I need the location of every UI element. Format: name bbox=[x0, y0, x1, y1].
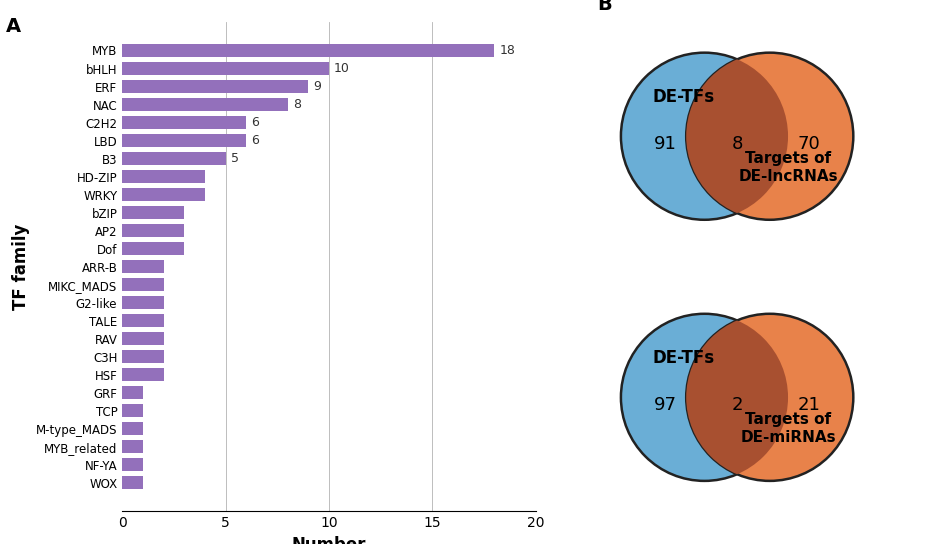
Bar bbox=[122, 296, 164, 309]
Bar bbox=[122, 242, 184, 255]
Circle shape bbox=[686, 314, 854, 481]
Bar bbox=[122, 332, 164, 345]
Bar bbox=[122, 314, 164, 327]
Bar bbox=[122, 260, 164, 273]
Bar bbox=[122, 476, 143, 489]
Text: DE-TFs: DE-TFs bbox=[652, 349, 714, 367]
X-axis label: Number: Number bbox=[291, 536, 367, 544]
Circle shape bbox=[686, 314, 854, 481]
Text: 6: 6 bbox=[252, 134, 259, 147]
Bar bbox=[122, 98, 288, 111]
Text: 21: 21 bbox=[797, 396, 821, 414]
Text: 8: 8 bbox=[731, 135, 743, 153]
Circle shape bbox=[621, 314, 788, 481]
Text: 9: 9 bbox=[314, 80, 321, 93]
Bar bbox=[122, 44, 494, 57]
Bar bbox=[122, 458, 143, 471]
Text: DE-TFs: DE-TFs bbox=[652, 88, 714, 106]
Text: 97: 97 bbox=[654, 396, 677, 414]
Bar bbox=[122, 440, 143, 453]
Bar bbox=[122, 224, 184, 237]
Bar bbox=[122, 422, 143, 435]
Bar bbox=[122, 278, 164, 291]
Text: Targets of
DE-miRNAs: Targets of DE-miRNAs bbox=[740, 412, 836, 445]
Circle shape bbox=[621, 53, 788, 220]
Circle shape bbox=[686, 53, 854, 220]
Text: 91: 91 bbox=[654, 135, 677, 153]
Bar bbox=[122, 404, 143, 417]
Bar bbox=[122, 170, 205, 183]
Bar bbox=[122, 386, 143, 399]
Bar bbox=[122, 368, 164, 381]
Text: Targets of
DE-lncRNAs: Targets of DE-lncRNAs bbox=[738, 151, 838, 184]
Text: 2: 2 bbox=[731, 396, 743, 414]
Bar bbox=[122, 80, 308, 93]
Text: 10: 10 bbox=[335, 62, 350, 75]
Text: 5: 5 bbox=[231, 152, 239, 165]
Text: 70: 70 bbox=[797, 135, 821, 153]
Text: 18: 18 bbox=[500, 44, 515, 57]
Text: A: A bbox=[7, 17, 22, 36]
Text: B: B bbox=[598, 0, 612, 14]
Bar bbox=[122, 134, 246, 147]
Bar bbox=[122, 206, 184, 219]
Bar bbox=[122, 116, 246, 129]
Text: 6: 6 bbox=[252, 116, 259, 129]
Bar bbox=[122, 350, 164, 363]
Text: 8: 8 bbox=[293, 98, 301, 111]
Circle shape bbox=[686, 53, 854, 220]
Bar bbox=[122, 188, 205, 201]
Bar bbox=[122, 152, 226, 165]
Y-axis label: TF family: TF family bbox=[12, 224, 30, 310]
Bar bbox=[122, 62, 329, 75]
